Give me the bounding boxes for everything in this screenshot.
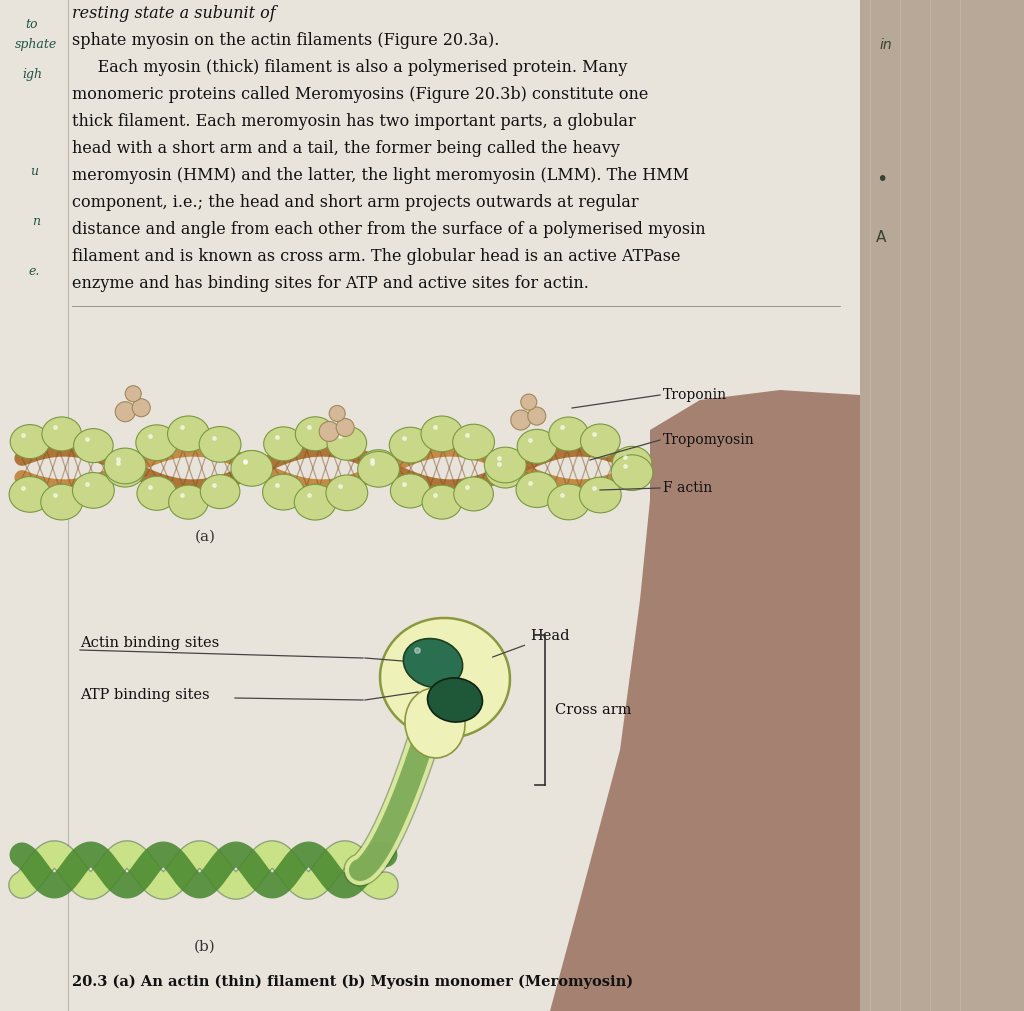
Polygon shape [550, 390, 860, 1011]
Circle shape [116, 401, 135, 422]
Circle shape [319, 422, 339, 442]
Text: •: • [876, 170, 888, 189]
Ellipse shape [262, 474, 304, 510]
Ellipse shape [403, 639, 463, 687]
Ellipse shape [358, 450, 398, 483]
Text: monomeric proteins called Meromyosins (Figure 20.3b) constitute one: monomeric proteins called Meromyosins (F… [72, 86, 648, 103]
Ellipse shape [42, 417, 82, 451]
Circle shape [527, 407, 546, 425]
Text: thick filament. Each meromyosin has two important parts, a globular: thick filament. Each meromyosin has two … [72, 113, 636, 130]
Ellipse shape [200, 427, 241, 462]
Ellipse shape [453, 425, 495, 460]
Ellipse shape [580, 477, 622, 513]
Ellipse shape [168, 416, 209, 452]
Text: F actin: F actin [663, 481, 713, 495]
Ellipse shape [484, 447, 526, 483]
Ellipse shape [201, 474, 240, 509]
Ellipse shape [105, 453, 144, 487]
Ellipse shape [326, 475, 368, 511]
Ellipse shape [41, 484, 83, 520]
Ellipse shape [327, 427, 367, 460]
Text: enzyme and has binding sites for ATP and active sites for actin.: enzyme and has binding sites for ATP and… [72, 275, 589, 292]
Text: Actin binding sites: Actin binding sites [80, 636, 219, 650]
Ellipse shape [74, 429, 114, 463]
Ellipse shape [169, 485, 208, 520]
Text: component, i.e.; the head and short arm projects outwards at regular: component, i.e.; the head and short arm … [72, 194, 639, 211]
Circle shape [132, 398, 151, 417]
Ellipse shape [612, 446, 652, 480]
Text: head with a short arm and a tail, the former being called the heavy: head with a short arm and a tail, the fo… [72, 140, 620, 157]
Ellipse shape [581, 424, 621, 458]
Text: meromyosin (HMM) and the latter, the light meromyosin (LMM). The HMM: meromyosin (HMM) and the latter, the lig… [72, 167, 689, 184]
Ellipse shape [357, 452, 399, 487]
Ellipse shape [10, 425, 50, 459]
Text: e.: e. [28, 265, 39, 278]
Text: in: in [880, 38, 893, 52]
Ellipse shape [9, 476, 51, 513]
Text: sphate myosin on the actin filaments (Figure 20.3a).: sphate myosin on the actin filaments (Fi… [72, 32, 500, 49]
Text: Head: Head [493, 629, 569, 657]
Text: Each myosin (thick) filament is also a polymerised protein. Many: Each myosin (thick) filament is also a p… [72, 59, 628, 76]
Text: distance and angle from each other from the surface of a polymerised myosin: distance and angle from each other from … [72, 221, 706, 238]
Text: Cross arm: Cross arm [555, 703, 632, 717]
Text: 20.3 (a) An actin (thin) filament (b) Myosin monomer (Meromyosin): 20.3 (a) An actin (thin) filament (b) My… [72, 975, 633, 990]
Text: A: A [876, 229, 887, 245]
Ellipse shape [232, 451, 271, 484]
Text: ATP binding sites: ATP binding sites [80, 688, 210, 702]
FancyBboxPatch shape [860, 0, 1024, 1011]
Ellipse shape [485, 454, 525, 488]
Ellipse shape [294, 484, 336, 520]
Ellipse shape [137, 476, 176, 511]
Ellipse shape [73, 472, 115, 509]
Ellipse shape [422, 485, 462, 519]
Ellipse shape [548, 484, 590, 520]
Ellipse shape [516, 472, 558, 508]
Circle shape [329, 405, 345, 422]
Ellipse shape [454, 477, 494, 511]
Ellipse shape [390, 474, 430, 508]
Ellipse shape [404, 688, 465, 758]
Text: (b): (b) [195, 940, 216, 954]
Text: igh: igh [22, 68, 42, 81]
Ellipse shape [611, 455, 653, 490]
Text: Tropomyosin: Tropomyosin [663, 433, 755, 447]
Text: Troponin: Troponin [663, 388, 727, 402]
Ellipse shape [428, 678, 482, 722]
Text: to: to [25, 18, 38, 31]
Ellipse shape [136, 425, 177, 461]
Ellipse shape [517, 430, 557, 463]
Circle shape [521, 394, 537, 410]
Ellipse shape [230, 451, 272, 486]
Ellipse shape [380, 618, 510, 738]
Text: (a): (a) [195, 530, 215, 544]
Ellipse shape [389, 428, 431, 463]
Ellipse shape [104, 448, 146, 484]
Text: resting state a subunit of: resting state a subunit of [72, 5, 275, 22]
Text: sphate: sphate [15, 38, 57, 51]
Circle shape [125, 386, 141, 401]
Ellipse shape [263, 427, 303, 461]
Text: filament and is known as cross arm. The globular head is an active ATPase: filament and is known as cross arm. The … [72, 248, 681, 265]
Ellipse shape [421, 416, 463, 452]
Text: n: n [32, 215, 40, 228]
Ellipse shape [295, 417, 335, 451]
Ellipse shape [549, 417, 589, 451]
Circle shape [511, 410, 530, 430]
Text: u: u [30, 165, 38, 178]
Circle shape [336, 419, 354, 437]
FancyBboxPatch shape [0, 0, 860, 1011]
